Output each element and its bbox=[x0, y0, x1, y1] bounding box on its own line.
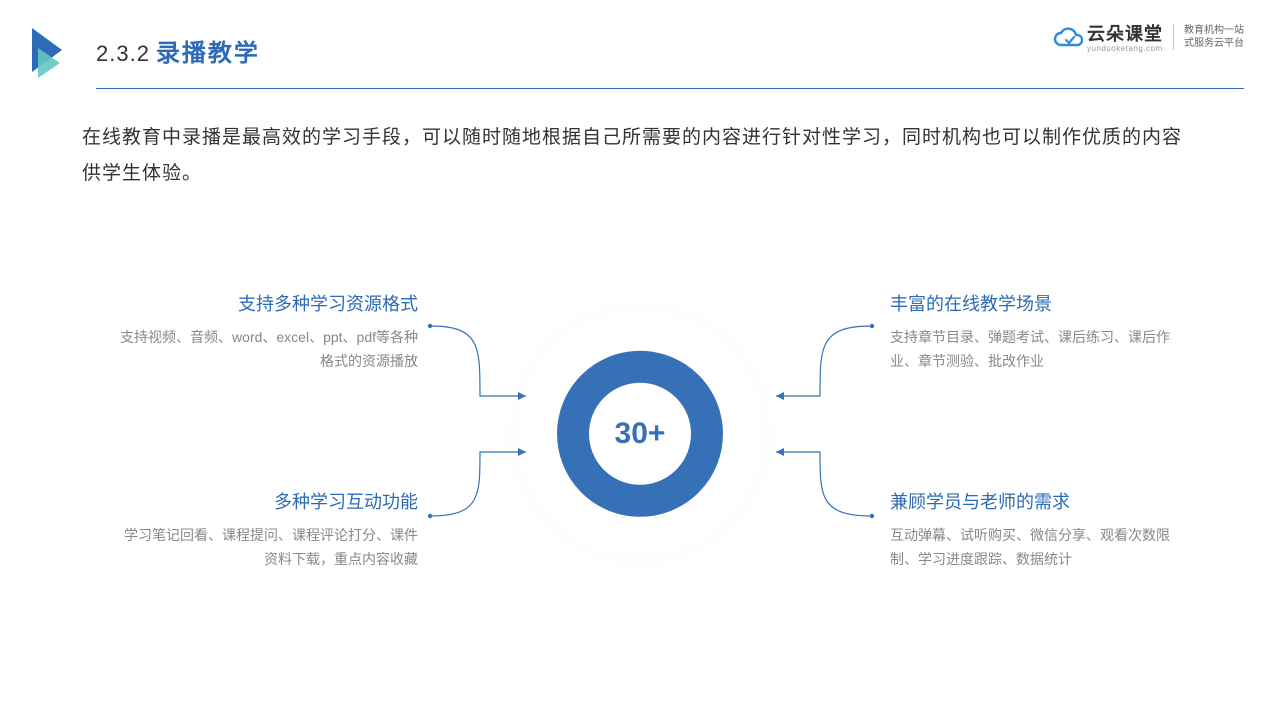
feature-top-left: 支持多种学习资源格式 支持视频、音频、word、excel、ppt、pdf等各种… bbox=[118, 290, 418, 374]
feature-desc: 支持章节目录、弹题考试、课后练习、课后作业、章节测验、批改作业 bbox=[890, 326, 1190, 374]
intro-paragraph: 在线教育中录播是最高效的学习手段，可以随时随地根据自己所需要的内容进行针对性学习… bbox=[82, 120, 1198, 192]
title-underline bbox=[96, 88, 1244, 89]
ring-inner: 30+ bbox=[557, 351, 723, 517]
logo-tag-line2: 式服务云平台 bbox=[1184, 37, 1244, 50]
feature-diagram: 30+ 支持多种学习资源格式 支持视频、音频、word、excel、ppt、pd… bbox=[0, 260, 1280, 640]
brand-logo: 云朵课堂 yunduoketang.com 教育机构一站 式服务云平台 bbox=[1053, 20, 1244, 53]
section-title-wrap: 2.3.2 录播教学 bbox=[96, 33, 260, 68]
feature-title: 兼顾学员与老师的需求 bbox=[890, 488, 1190, 514]
logo-tag-line1: 教育机构一站 bbox=[1184, 24, 1244, 37]
section-number: 2.3.2 bbox=[96, 41, 150, 67]
feature-top-right: 丰富的在线教学场景 支持章节目录、弹题考试、课后练习、课后作业、章节测验、批改作… bbox=[890, 290, 1190, 374]
feature-title: 多种学习互动功能 bbox=[118, 488, 418, 514]
feature-desc: 学习笔记回看、课程提问、课程评论打分、课件资料下载，重点内容收藏 bbox=[118, 524, 418, 572]
feature-bottom-right: 兼顾学员与老师的需求 互动弹幕、试听购买、微信分享、观看次数限制、学习进度跟踪、… bbox=[890, 488, 1190, 572]
logo-text: 云朵课堂 bbox=[1087, 24, 1163, 44]
section-title: 录播教学 bbox=[156, 33, 260, 68]
feature-desc: 支持视频、音频、word、excel、ppt、pdf等各种格式的资源播放 bbox=[118, 326, 418, 374]
cloud-icon: 云朵课堂 yunduoketang.com bbox=[1053, 20, 1163, 53]
play-icon bbox=[32, 28, 76, 72]
center-value: 30+ bbox=[615, 417, 666, 451]
logo-domain: yunduoketang.com bbox=[1087, 44, 1163, 53]
feature-title: 丰富的在线教学场景 bbox=[890, 290, 1190, 316]
feature-desc: 互动弹幕、试听购买、微信分享、观看次数限制、学习进度跟踪、数据统计 bbox=[890, 524, 1190, 572]
logo-tagline: 教育机构一站 式服务云平台 bbox=[1173, 24, 1244, 50]
center-ring: 30+ bbox=[505, 299, 775, 569]
feature-bottom-left: 多种学习互动功能 学习笔记回看、课程提问、课程评论打分、课件资料下载，重点内容收… bbox=[118, 488, 418, 572]
feature-title: 支持多种学习资源格式 bbox=[118, 290, 418, 316]
